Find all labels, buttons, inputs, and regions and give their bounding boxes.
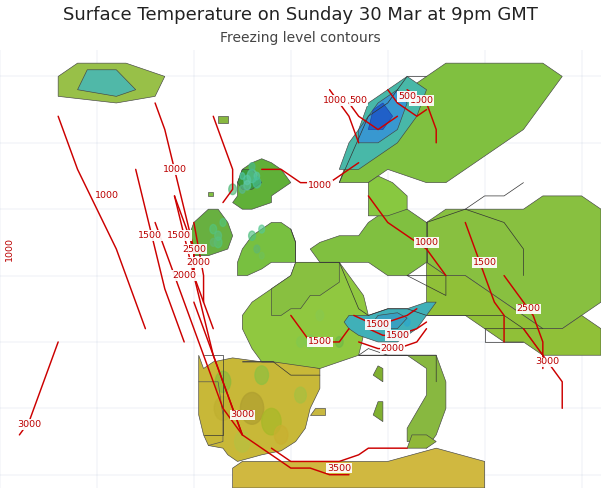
- Circle shape: [385, 317, 391, 326]
- Text: 1000: 1000: [308, 181, 332, 190]
- Polygon shape: [237, 223, 296, 276]
- Polygon shape: [340, 77, 427, 169]
- Polygon shape: [368, 103, 392, 129]
- Text: Freezing level contours: Freezing level contours: [220, 31, 381, 44]
- Polygon shape: [189, 209, 233, 256]
- Circle shape: [249, 231, 255, 241]
- Polygon shape: [373, 402, 383, 422]
- Text: 1500: 1500: [385, 331, 409, 340]
- Text: 3000: 3000: [535, 357, 560, 366]
- Polygon shape: [58, 63, 165, 103]
- Text: 2500: 2500: [182, 244, 206, 254]
- Text: 1500: 1500: [472, 258, 496, 267]
- Polygon shape: [272, 262, 340, 315]
- Polygon shape: [199, 355, 320, 462]
- Text: 1000: 1000: [410, 96, 434, 105]
- Circle shape: [214, 237, 222, 248]
- Polygon shape: [373, 366, 383, 382]
- Text: 2500: 2500: [516, 304, 540, 313]
- Polygon shape: [407, 435, 436, 448]
- Circle shape: [220, 219, 226, 226]
- Circle shape: [244, 181, 251, 190]
- Polygon shape: [237, 169, 261, 189]
- Text: 2000: 2000: [380, 344, 404, 353]
- Text: 1000: 1000: [5, 237, 14, 261]
- Circle shape: [215, 371, 231, 392]
- Circle shape: [294, 387, 307, 403]
- Circle shape: [259, 225, 264, 233]
- Circle shape: [210, 224, 216, 234]
- Circle shape: [316, 310, 324, 321]
- Text: Surface Temperature on Sunday 30 Mar at 9pm GMT: Surface Temperature on Sunday 30 Mar at …: [63, 6, 538, 24]
- Text: 1500: 1500: [167, 231, 191, 240]
- Text: 3500: 3500: [327, 464, 352, 472]
- Text: 1000: 1000: [415, 238, 439, 247]
- Circle shape: [244, 175, 251, 184]
- Circle shape: [210, 239, 216, 246]
- Circle shape: [255, 366, 269, 385]
- Polygon shape: [368, 176, 407, 216]
- Polygon shape: [209, 192, 213, 196]
- Polygon shape: [233, 448, 484, 488]
- Circle shape: [249, 163, 255, 171]
- Text: 1500: 1500: [138, 231, 162, 240]
- Circle shape: [240, 173, 245, 179]
- Circle shape: [254, 172, 260, 180]
- Circle shape: [261, 408, 281, 435]
- Circle shape: [259, 252, 264, 259]
- Polygon shape: [427, 262, 601, 355]
- Circle shape: [254, 245, 260, 253]
- Polygon shape: [242, 262, 368, 368]
- Circle shape: [214, 396, 231, 420]
- Circle shape: [365, 318, 371, 326]
- Circle shape: [234, 431, 250, 452]
- Text: 3000: 3000: [230, 410, 254, 420]
- Polygon shape: [310, 209, 436, 276]
- Circle shape: [297, 337, 304, 347]
- Polygon shape: [373, 313, 407, 329]
- Text: 3000: 3000: [17, 420, 41, 429]
- Circle shape: [247, 169, 257, 183]
- Circle shape: [335, 337, 343, 347]
- Polygon shape: [340, 63, 562, 183]
- Circle shape: [240, 392, 264, 424]
- Polygon shape: [344, 302, 436, 342]
- Polygon shape: [359, 90, 407, 143]
- Text: 500: 500: [398, 92, 416, 101]
- Text: 1500: 1500: [308, 338, 332, 346]
- Text: 1000: 1000: [322, 96, 346, 105]
- Polygon shape: [359, 355, 446, 448]
- Text: 1000: 1000: [94, 191, 118, 201]
- Circle shape: [404, 318, 410, 326]
- Text: 2000: 2000: [172, 271, 196, 280]
- Polygon shape: [78, 70, 136, 96]
- Circle shape: [239, 185, 245, 193]
- Polygon shape: [310, 408, 325, 415]
- Text: 1500: 1500: [366, 320, 390, 329]
- Circle shape: [215, 231, 222, 241]
- Polygon shape: [427, 196, 601, 329]
- Text: 1000: 1000: [162, 165, 186, 174]
- Circle shape: [253, 177, 261, 188]
- Circle shape: [305, 335, 315, 348]
- Polygon shape: [233, 159, 291, 209]
- Circle shape: [229, 184, 237, 195]
- Polygon shape: [218, 116, 228, 123]
- Text: 2000: 2000: [187, 258, 211, 267]
- Text: 500: 500: [350, 96, 368, 105]
- Circle shape: [274, 426, 288, 444]
